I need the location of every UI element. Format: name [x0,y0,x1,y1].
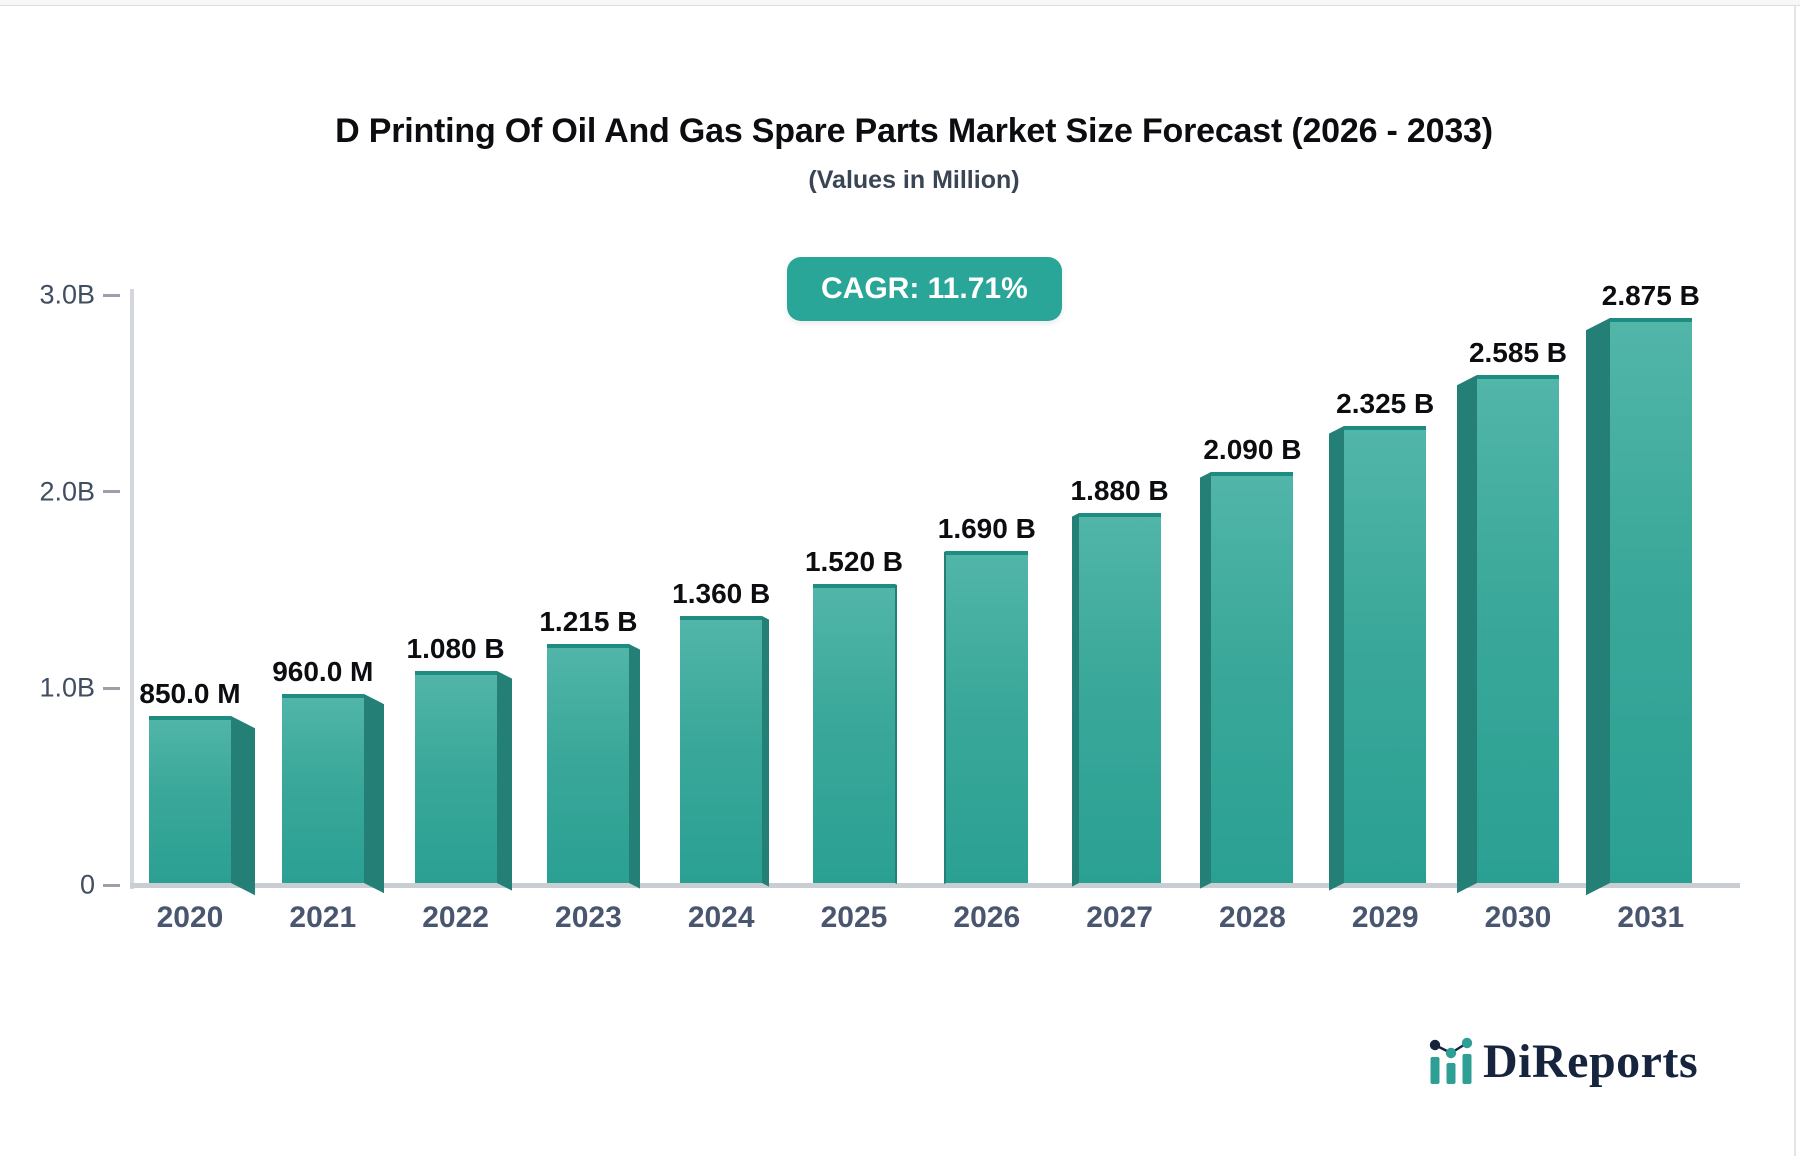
x-tick-label: 2025 [820,901,888,934]
bar-top-edge [1078,513,1161,518]
bar-value-label: 1.360 B [672,577,771,609]
bar-top-edge [813,584,895,589]
bar [1078,513,1161,883]
x-tick-label: 2020 [156,901,224,934]
x-tick-label: 2023 [555,901,622,934]
x-axis-baseline [130,883,1740,888]
bar-value-label: 2.090 B [1203,433,1302,465]
bar-chart-plot-area: 3.0B 2.0B 1.0B 0 850.0 M 2020 960.0 M 2021 1.080… [39,280,1740,934]
bar [281,694,364,883]
bar-value-label: 1.690 B [937,512,1036,544]
bar-side-face [762,615,770,887]
bar-side-face [1329,425,1345,891]
bar-top-edge [414,670,497,675]
x-tick-label: 2021 [289,901,357,934]
x-tick-label: 2024 [687,901,755,934]
bar [149,715,231,883]
page-title: D Printing Of Oil And Gas Spare Parts Ma… [335,112,1493,150]
bar-value-label: 1.215 B [539,606,638,638]
y-tick-dash [103,293,120,297]
bar-side-face [1457,374,1477,894]
cagr-badge: CAGR: 11.71% [787,257,1062,321]
bar-side-face [1200,471,1212,889]
bar [1344,425,1427,883]
x-tick-label: 2026 [953,901,1021,934]
bar-side-face [496,670,512,891]
bar-side-face [1585,317,1610,896]
bar [945,550,1028,883]
bar-side-face [231,715,255,896]
bar-top-edge [680,615,763,620]
bar [1477,374,1559,883]
x-tick-label: 2030 [1484,901,1552,934]
bar [1211,471,1294,883]
x-tick-label: 2022 [422,901,489,934]
x-tick-label: 2029 [1351,901,1419,934]
page-subtitle: (Values in Million) [808,166,1020,194]
bar-top-edge [547,644,630,649]
bar [680,615,763,883]
y-tick-dash [103,686,120,690]
bar [813,584,895,883]
top-border [0,0,1800,6]
bar-side-face [1071,513,1079,887]
direports-logo-text: DiReports [1483,1035,1699,1088]
bar [547,644,630,883]
bar-value-label: 2.585 B [1468,336,1568,368]
bar-side-face [363,694,384,894]
bar-side-face [895,584,897,885]
bar-top-edge [1609,317,1692,322]
y-tick-label: 3.0B [39,279,95,310]
direports-logo-icon [1429,1037,1473,1084]
y-tick-dash [103,490,120,494]
right-border [1794,6,1796,1156]
bar-top-edge [1211,471,1294,476]
bar-top-edge [281,694,364,699]
bar-value-label: 1.880 B [1070,475,1169,507]
bar-value-label: 2.325 B [1336,387,1435,419]
x-tick-label: 2031 [1617,901,1685,934]
y-tick-dash [103,883,120,887]
bar [1609,317,1692,883]
bar-top-edge [1344,425,1427,430]
bar-value-label: 850.0 M [139,677,241,709]
x-tick-label: 2028 [1219,901,1286,934]
y-tick-label: 1.0B [39,672,95,703]
bar-value-label: 960.0 M [272,656,374,688]
bar [414,670,497,883]
y-tick-label: 2.0B [39,476,95,507]
bar-side-face [629,644,641,889]
y-tick-label: 0 [79,869,95,900]
bar-top-edge [149,715,231,720]
bar-value-label: 2.875 B [1601,279,1700,311]
direports-logo: DiReports [1428,1036,1698,1086]
bar-top-edge [1477,374,1559,379]
bar-value-label: 1.080 B [406,632,505,664]
y-axis-line [130,289,134,889]
x-tick-label: 2027 [1086,901,1153,934]
bar-value-label: 1.520 B [804,546,904,578]
bar-top-edge [945,550,1028,555]
